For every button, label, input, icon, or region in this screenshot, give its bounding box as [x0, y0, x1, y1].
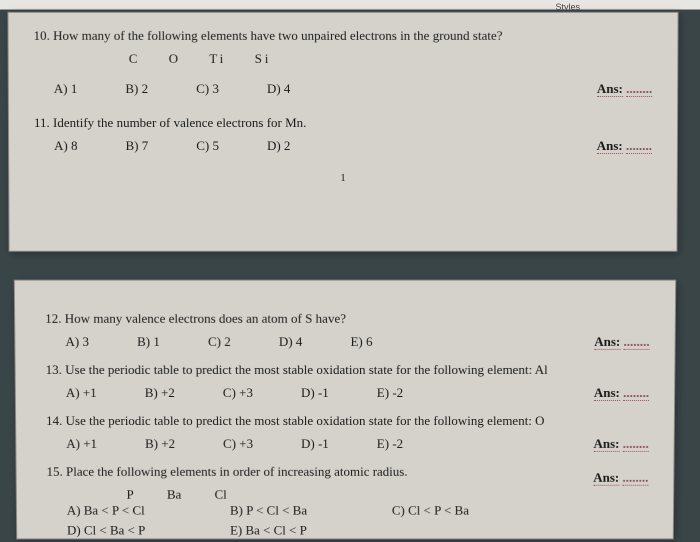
q11-number: 11.	[34, 115, 50, 130]
q13-ans: Ans: ........	[594, 385, 649, 401]
q12-choice-e: E) 6	[350, 334, 372, 350]
q11-ans-label: Ans:	[597, 138, 623, 154]
q12-ans-label: Ans:	[594, 334, 620, 350]
q14-choice-d: D) -1	[301, 436, 329, 452]
q10-elem-c: C	[129, 51, 141, 66]
q14-number: 14.	[46, 413, 62, 428]
q12-choice-a: A) 3	[65, 334, 89, 350]
q15-ans: Ans: ........	[593, 470, 648, 486]
q14-text-line: 14. Use the periodic table to predict th…	[46, 413, 649, 430]
q14-choice-b: B) +2	[145, 436, 175, 452]
q14-choices: A) +1 B) +2 C) +3 D) -1 E) -2 Ans: .....…	[66, 436, 649, 452]
question-15: 15. Place the following elements in orde…	[46, 464, 648, 542]
q10-choice-a: A) 1	[54, 81, 78, 97]
q15-choice-b: B) P < Cl < Ba	[230, 502, 307, 518]
q10-ans: Ans: ........	[597, 81, 652, 97]
q13-choice-a: A) +1	[66, 385, 97, 401]
q12-number: 12.	[45, 311, 61, 326]
q13-choices: A) +1 B) +2 C) +3 D) -1 E) -2 Ans: .....…	[66, 385, 649, 401]
styles-label: Styles	[555, 2, 580, 12]
q10-text-line: 10. How many of the following elements h…	[34, 28, 653, 45]
q15-col3: C) Cl < P < Ba	[392, 502, 509, 542]
q10-ans-dots: ........	[626, 81, 652, 97]
q12-choice-b: B) 1	[137, 334, 160, 350]
q14-choice-e: E) -2	[377, 436, 403, 452]
q11-text: Identify the number of valence electrons…	[53, 115, 306, 130]
q10-choices: A) 1 B) 2 C) 3 D) 4 Ans: ........	[54, 81, 652, 97]
question-11: 11. Identify the number of valence elect…	[34, 115, 652, 154]
q15-number: 15.	[46, 464, 62, 479]
q14-ans: Ans: ........	[593, 436, 648, 452]
app-header-strip: Styles	[0, 0, 700, 10]
q12-choices: A) 3 B) 1 C) 2 D) 4 E) 6 Ans: ........	[65, 334, 649, 350]
q13-text: Use the periodic table to predict the mo…	[65, 362, 548, 377]
q15-choice-e: E) Ba < Cl < P	[230, 522, 307, 538]
q15-elem-ba: Ba	[167, 486, 181, 501]
q10-text: How many of the following elements have …	[53, 28, 502, 43]
q12-ans: Ans: ........	[594, 334, 650, 350]
q12-choice-c: C) 2	[208, 334, 231, 350]
q15-elem-p: P	[126, 486, 133, 501]
q12-text: How many valence electrons does an atom …	[65, 311, 346, 326]
document-page-top: 10. How many of the following elements h…	[7, 12, 678, 252]
document-page-bottom: 12. How many valence electrons does an a…	[14, 280, 677, 540]
q15-col1: A) Ba < P < Cl D) Cl < Ba < P	[67, 502, 185, 542]
q10-elem-o: O	[169, 51, 181, 66]
q10-elem-ti: Ti	[209, 51, 226, 66]
q14-text: Use the periodic table to predict the mo…	[66, 413, 545, 428]
q14-ans-dots: ........	[623, 436, 649, 452]
q15-col2: B) P < Cl < Ba E) Ba < Cl < P	[230, 502, 347, 542]
q13-choice-e: E) -2	[377, 385, 403, 401]
q11-ans: Ans: ........	[597, 138, 652, 154]
q10-elements: C O Ti Si	[129, 51, 653, 67]
q13-text-line: 13. Use the periodic table to predict th…	[46, 362, 650, 379]
q15-choice-c: C) Cl < P < Ba	[392, 502, 469, 518]
q10-choice-d: D) 4	[267, 81, 290, 97]
q13-choice-d: D) -1	[301, 385, 329, 401]
q15-ans-dots: ........	[622, 470, 648, 486]
q10-choice-c: C) 3	[196, 81, 219, 97]
q11-choice-d: D) 2	[267, 138, 290, 154]
q11-choice-c: C) 5	[196, 138, 219, 154]
q12-choice-d: D) 4	[279, 334, 303, 350]
question-10: 10. How many of the following elements h…	[34, 28, 653, 97]
q13-ans-dots: ........	[623, 385, 649, 401]
q15-text-line: 15. Place the following elements in orde…	[46, 464, 648, 481]
q11-choices: A) 8 B) 7 C) 5 D) 2 Ans: ........	[54, 138, 652, 154]
q11-text-line: 11. Identify the number of valence elect…	[34, 115, 652, 132]
q13-choice-b: B) +2	[145, 385, 175, 401]
page-number: 1	[34, 172, 652, 184]
q13-choice-c: C) +3	[223, 385, 253, 401]
q11-choice-b: B) 7	[125, 138, 148, 154]
q14-choice-a: A) +1	[66, 436, 97, 452]
q14-ans-label: Ans:	[593, 436, 619, 452]
q13-number: 13.	[46, 362, 62, 377]
q15-choice-d: D) Cl < Ba < P	[67, 522, 145, 538]
q12-ans-dots: ........	[623, 334, 649, 350]
q15-text: Place the following elements in order of…	[66, 464, 408, 479]
q10-choice-b: B) 2	[125, 81, 148, 97]
q14-choice-c: C) +3	[223, 436, 253, 452]
q13-ans-label: Ans:	[594, 385, 620, 401]
q11-choice-a: A) 8	[54, 138, 78, 154]
q10-elem-si: Si	[255, 51, 272, 66]
q11-ans-dots: ........	[626, 138, 652, 154]
question-14: 14. Use the periodic table to predict th…	[46, 413, 649, 452]
q15-choice-a: A) Ba < P < Cl	[67, 502, 145, 518]
q10-ans-label: Ans:	[597, 81, 623, 97]
question-12: 12. How many valence electrons does an a…	[45, 311, 650, 350]
q12-text-line: 12. How many valence electrons does an a…	[45, 311, 650, 328]
question-13: 13. Use the periodic table to predict th…	[46, 362, 650, 401]
q15-choices: A) Ba < P < Cl D) Cl < Ba < P B) P < Cl …	[67, 502, 648, 542]
q15-ans-label: Ans:	[593, 470, 619, 486]
q15-elem-cl: Cl	[214, 486, 226, 501]
q10-number: 10.	[34, 28, 50, 43]
q15-elements: P Ba Cl	[126, 486, 648, 502]
